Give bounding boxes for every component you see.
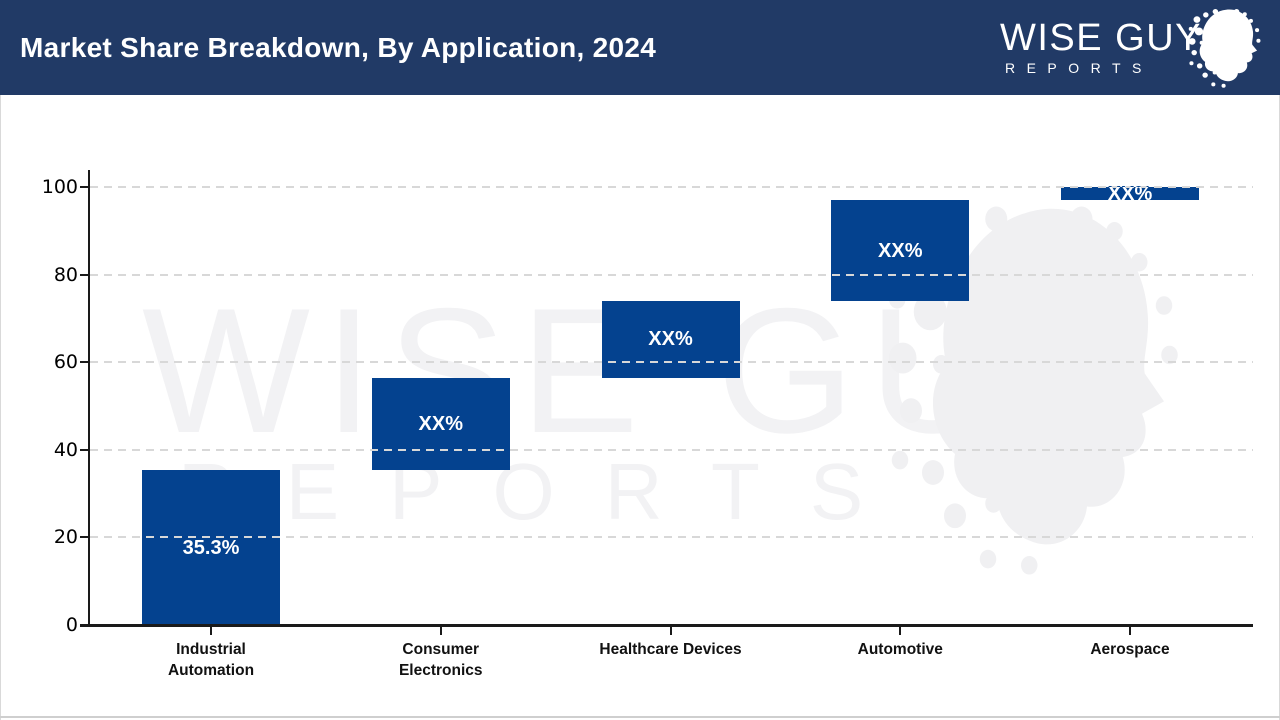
logo-wordmark: WISE GUY REPORTS xyxy=(1000,19,1202,76)
bar-value-label-text: XX% xyxy=(878,239,923,262)
logo-reports-text: REPORTS xyxy=(1004,60,1153,76)
bar-industrial-automation xyxy=(142,470,280,625)
y-tick-label: 20 xyxy=(53,526,78,549)
header-bar: Market Share Breakdown, By Application, … xyxy=(0,0,1280,95)
x-category-label: Automotive xyxy=(857,641,943,658)
bar-value-label-text: XX% xyxy=(648,328,693,351)
gridline-60 xyxy=(90,361,1253,364)
bar-aerospace xyxy=(1061,187,1199,201)
y-tick xyxy=(80,361,90,364)
y-tick-label: 60 xyxy=(53,351,78,374)
logo-name-text: WISE GUY xyxy=(999,17,1202,59)
gridline-80 xyxy=(90,273,1253,276)
x-tick xyxy=(669,627,672,635)
y-tick xyxy=(80,536,90,539)
bar-healthcare-devices xyxy=(601,300,740,378)
gridline-20 xyxy=(90,536,1253,539)
x-category-label: Consumer Electronics xyxy=(398,641,483,679)
watermark-reports: REPORTS xyxy=(178,447,914,536)
bottom-border-line xyxy=(0,716,1280,718)
y-tick xyxy=(80,186,90,188)
y-tick-label: 100 xyxy=(41,176,78,198)
x-category-label: Healthcare Devices xyxy=(599,641,742,658)
y-tick xyxy=(80,448,90,451)
y-tick-label: 0 xyxy=(65,614,78,636)
gridline-100 xyxy=(90,186,1253,188)
x-tick xyxy=(899,627,902,635)
x-category-label: Aerospace xyxy=(1090,641,1170,658)
gridline-40 xyxy=(90,448,1253,451)
x-axis-line xyxy=(80,624,1253,627)
x-category-label: Industrial Automation xyxy=(167,641,255,679)
bar-value-label-overflow: XX% xyxy=(1107,182,1153,205)
left-border-line xyxy=(0,95,1,720)
bar-value-label: XX% XX% xyxy=(1061,181,1199,207)
wise-guy-logo: WISE GUY REPORTS xyxy=(1000,4,1268,91)
bar-value-label: XX% XX% xyxy=(372,411,510,437)
y-tick-label: 80 xyxy=(53,263,78,286)
y-tick xyxy=(80,273,90,276)
bar-value-label-overflow: 35.3% xyxy=(182,536,240,559)
bar-value-label: 35.3% 35.3% xyxy=(142,535,280,561)
x-tick xyxy=(1129,627,1131,635)
bar-value-label-overflow: XX% xyxy=(418,412,463,435)
bar-value-label-text: XX% xyxy=(418,412,463,435)
bar-consumer-electronics xyxy=(371,377,510,471)
bar-value-label-text: 35.3% xyxy=(182,536,240,559)
bar-value-label: XX% XX% xyxy=(831,238,969,264)
bar-value-label-text: XX% xyxy=(1107,182,1153,205)
y-tick-label: 40 xyxy=(53,438,78,461)
x-tick xyxy=(439,627,442,635)
x-tick xyxy=(210,627,212,635)
y-axis-line xyxy=(88,170,90,627)
bar-automotive xyxy=(831,200,970,301)
bar-value-label-overflow: XX% xyxy=(878,239,923,262)
bar-value-label-overflow: XX% xyxy=(648,328,693,351)
page-title: Market Share Breakdown, By Application, … xyxy=(20,31,657,63)
bar-value-label: XX% XX% xyxy=(602,326,740,352)
